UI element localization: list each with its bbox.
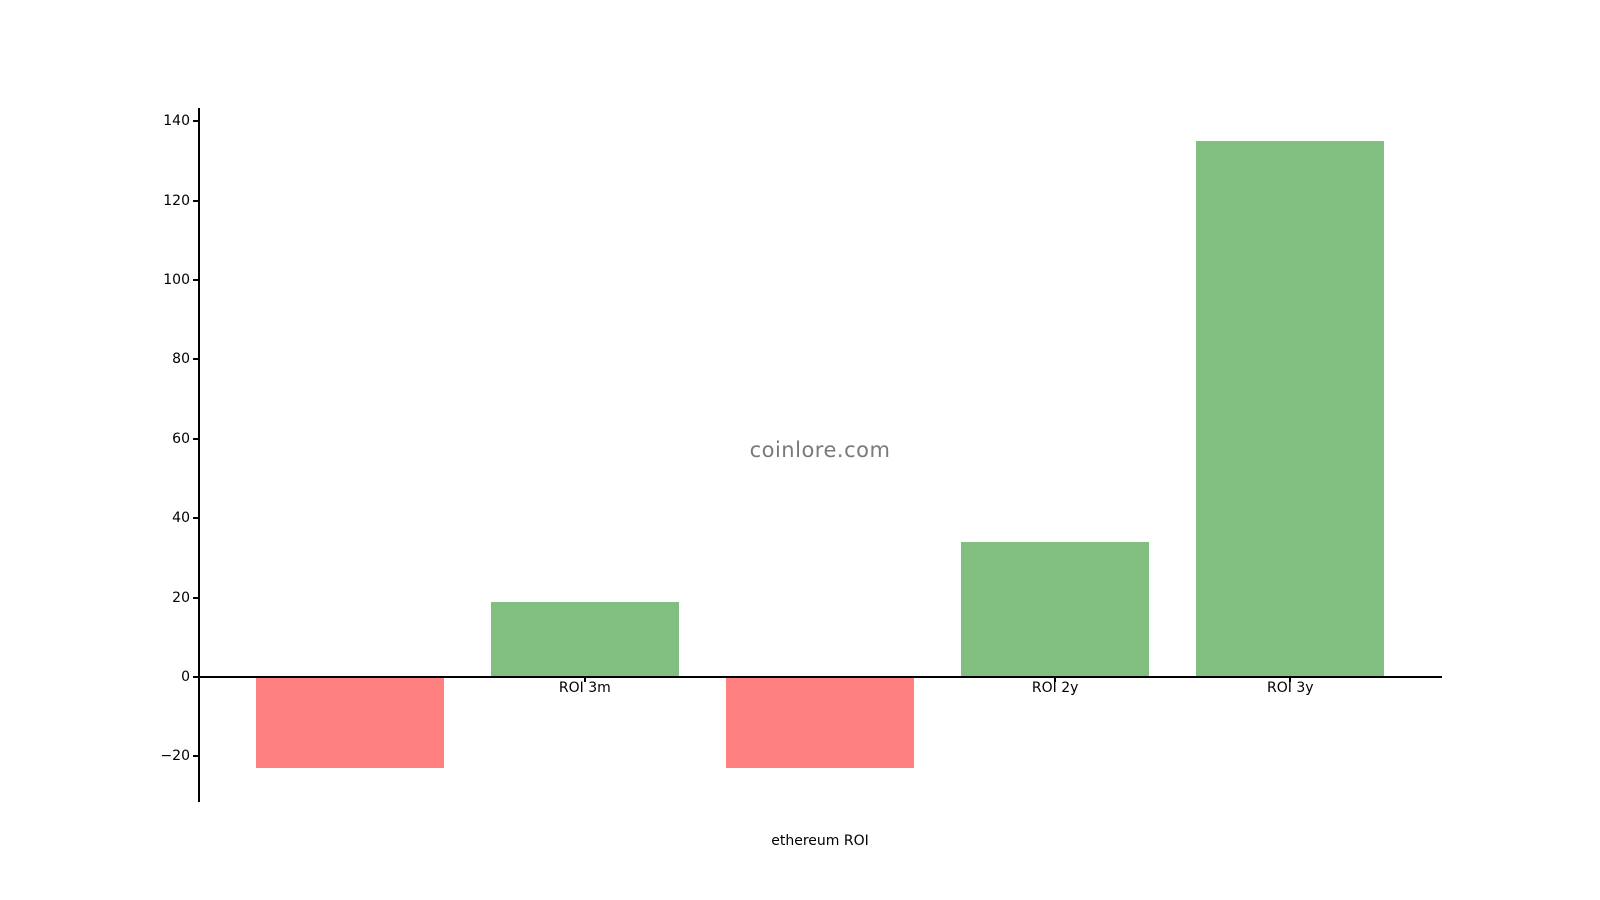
y-tick-mark — [193, 358, 198, 361]
y-tick-mark — [193, 675, 198, 678]
y-tick-mark — [193, 199, 198, 202]
x-tick-mark — [583, 676, 586, 682]
y-tick-label: 40 — [172, 510, 190, 527]
y-tick-label: −20 — [160, 748, 190, 765]
x-tick-mark — [1054, 676, 1057, 682]
y-tick-label: 80 — [172, 351, 190, 368]
y-tick-mark — [193, 755, 198, 758]
x-axis-title: ethereum ROI — [771, 833, 869, 849]
x-tick-label: ROI 3m — [558, 679, 611, 696]
chart-bar — [961, 541, 1150, 677]
x-tick-mark — [1289, 676, 1292, 682]
y-tick-mark — [193, 278, 198, 281]
watermark: coinlore.com — [749, 438, 891, 462]
chart-bar — [490, 601, 679, 677]
y-tick-label: 0 — [181, 668, 190, 685]
y-tick-label: 60 — [172, 430, 190, 447]
x-tick-label: ROI 2y — [1031, 679, 1079, 696]
x-axis-zero-line — [198, 675, 1442, 678]
y-tick-label: 120 — [163, 192, 190, 209]
y-tick-label: 20 — [172, 589, 190, 606]
x-tick-label: ROI 3y — [1267, 679, 1314, 696]
y-tick-mark — [193, 437, 198, 440]
y-tick-mark — [193, 596, 198, 599]
chart-bar — [725, 676, 915, 769]
chart-bar — [255, 676, 444, 769]
y-tick-mark — [193, 517, 198, 520]
y-tick-label: 100 — [163, 271, 190, 288]
y-tick-mark — [193, 120, 198, 123]
y-axis-spine — [198, 108, 200, 802]
chart-bar — [1196, 140, 1385, 677]
plot-area: 140 120 100 80 60 40 20 0 −20 ROI 3m ROI 2y ROI 3y… — [160, 108, 1442, 802]
y-tick-label: 140 — [163, 113, 190, 130]
